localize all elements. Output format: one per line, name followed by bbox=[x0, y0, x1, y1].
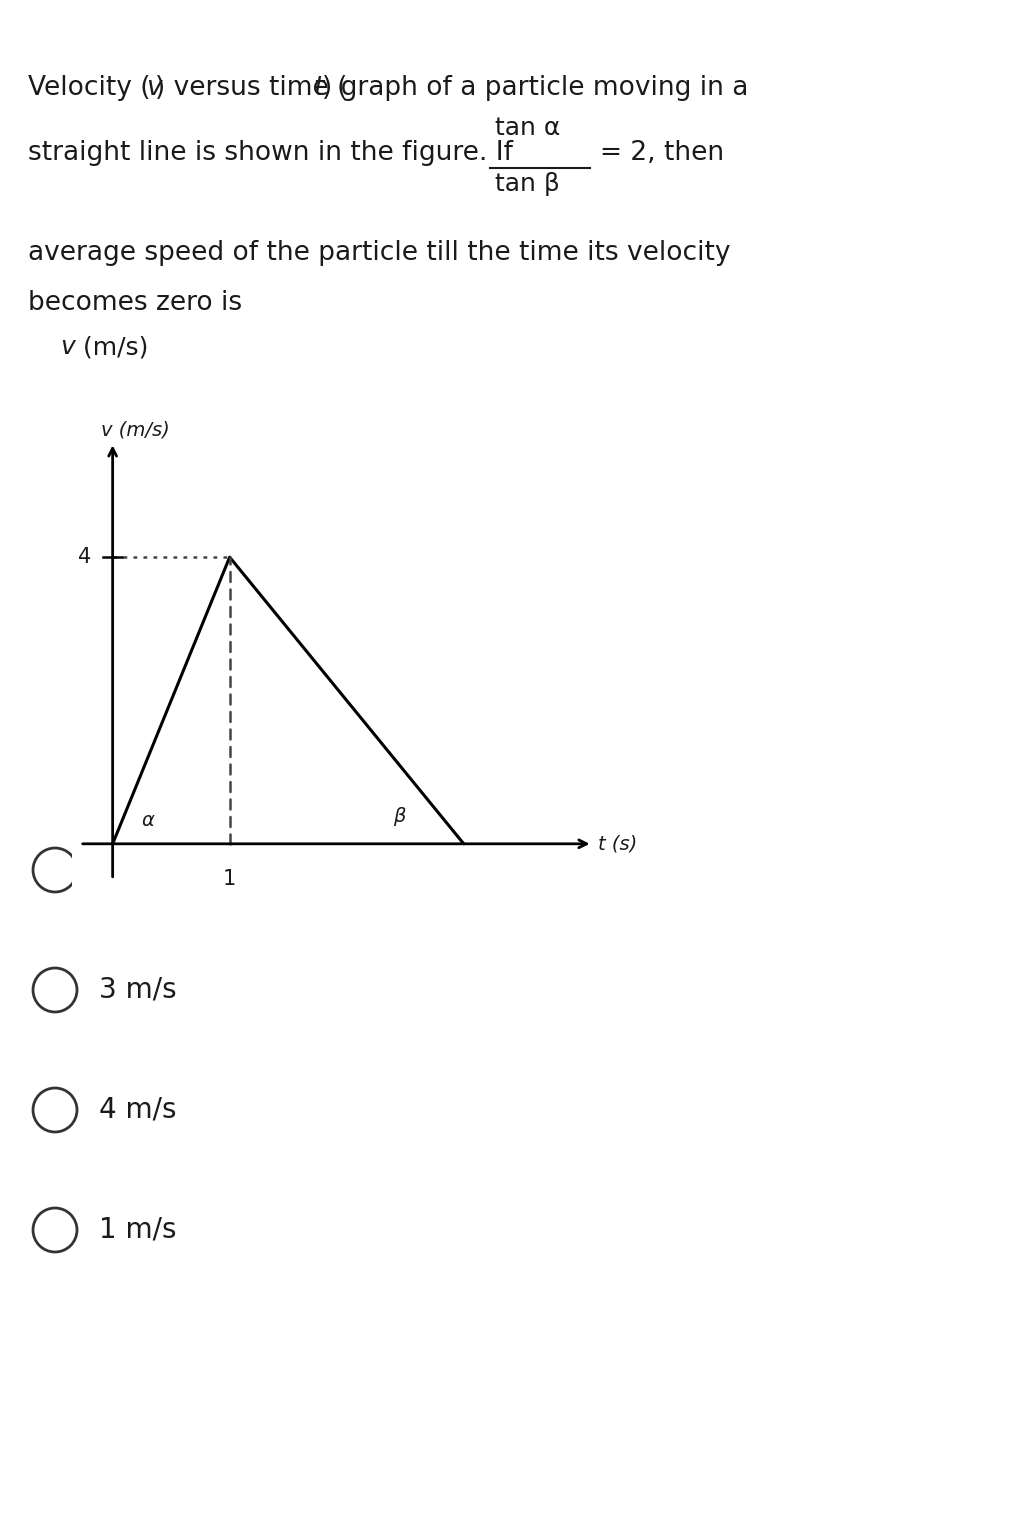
Text: ) graph of a particle moving in a: ) graph of a particle moving in a bbox=[322, 75, 749, 101]
Text: Velocity (: Velocity ( bbox=[28, 75, 151, 101]
Text: v: v bbox=[60, 335, 75, 359]
Text: average speed of the particle till the time its velocity: average speed of the particle till the t… bbox=[28, 240, 730, 266]
Text: 4: 4 bbox=[78, 547, 91, 567]
Text: α: α bbox=[141, 812, 155, 830]
Text: 1: 1 bbox=[223, 868, 237, 888]
Text: v: v bbox=[146, 75, 162, 101]
Text: 4 m/s: 4 m/s bbox=[99, 1096, 176, 1124]
Text: tan β: tan β bbox=[495, 171, 560, 196]
Text: tan α: tan α bbox=[495, 116, 560, 141]
Text: straight line is shown in the figure. If: straight line is shown in the figure. If bbox=[28, 141, 521, 167]
Text: ) versus time (: ) versus time ( bbox=[155, 75, 347, 101]
Text: becomes zero is: becomes zero is bbox=[28, 291, 242, 317]
Text: t: t bbox=[313, 75, 324, 101]
Text: β: β bbox=[393, 807, 406, 826]
Text: = 2, then: = 2, then bbox=[600, 141, 724, 167]
Text: v (m/s): v (m/s) bbox=[101, 420, 170, 440]
Text: (m/s): (m/s) bbox=[75, 335, 148, 359]
Text: 3 m/s: 3 m/s bbox=[99, 976, 176, 1005]
Text: t (s): t (s) bbox=[598, 835, 638, 853]
Text: 2 m/s: 2 m/s bbox=[99, 856, 176, 884]
Text: 1 m/s: 1 m/s bbox=[99, 1216, 176, 1245]
